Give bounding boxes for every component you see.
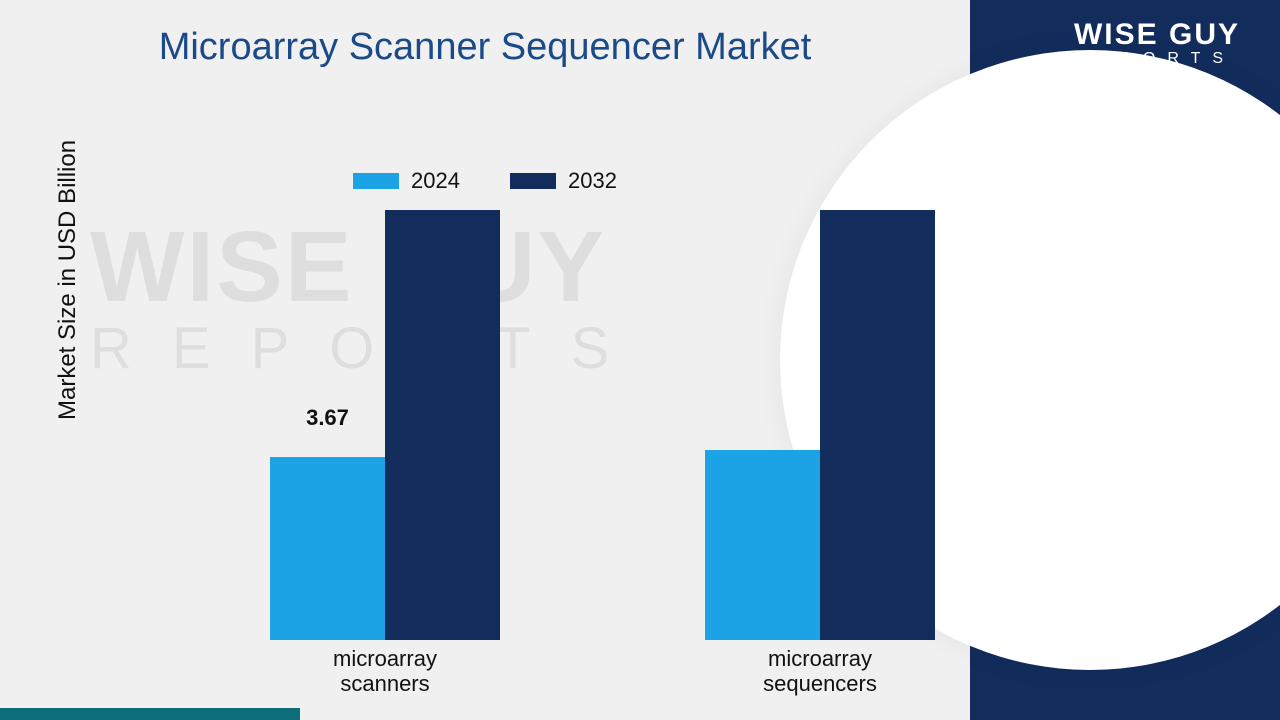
plot-area: 3.67microarrayscanners microarraysequence…: [100, 200, 970, 640]
bar: [385, 210, 500, 640]
category-label: microarrayscanners: [285, 640, 485, 697]
logo-line2: REPORTS: [1074, 50, 1240, 68]
logo-line1: WISE GUY: [1074, 18, 1240, 52]
bar: [270, 457, 385, 641]
bar-value-label: 3.67: [306, 405, 349, 431]
legend: 2024 2032: [0, 168, 970, 194]
brand-logo: WISE GUY REPORTS: [1074, 18, 1240, 68]
legend-item-2024: 2024: [353, 168, 460, 194]
bar: [705, 450, 820, 640]
legend-label-2024: 2024: [411, 168, 460, 194]
y-axis-label: Market Size in USD Billion: [54, 140, 82, 420]
footer-accent: [0, 708, 300, 720]
legend-item-2032: 2032: [510, 168, 617, 194]
bar-group: 3.67microarrayscanners: [270, 200, 500, 640]
chart-title: Microarray Scanner Sequencer Market: [0, 26, 970, 69]
bar: [820, 210, 935, 640]
legend-label-2032: 2032: [568, 168, 617, 194]
bar-group: microarraysequencers: [705, 200, 935, 640]
legend-swatch-2024: [353, 173, 399, 189]
legend-swatch-2032: [510, 173, 556, 189]
chart-card: WISE GUY REPORTS Microarray Scanner Sequ…: [0, 0, 1280, 720]
category-label: microarraysequencers: [720, 640, 920, 697]
